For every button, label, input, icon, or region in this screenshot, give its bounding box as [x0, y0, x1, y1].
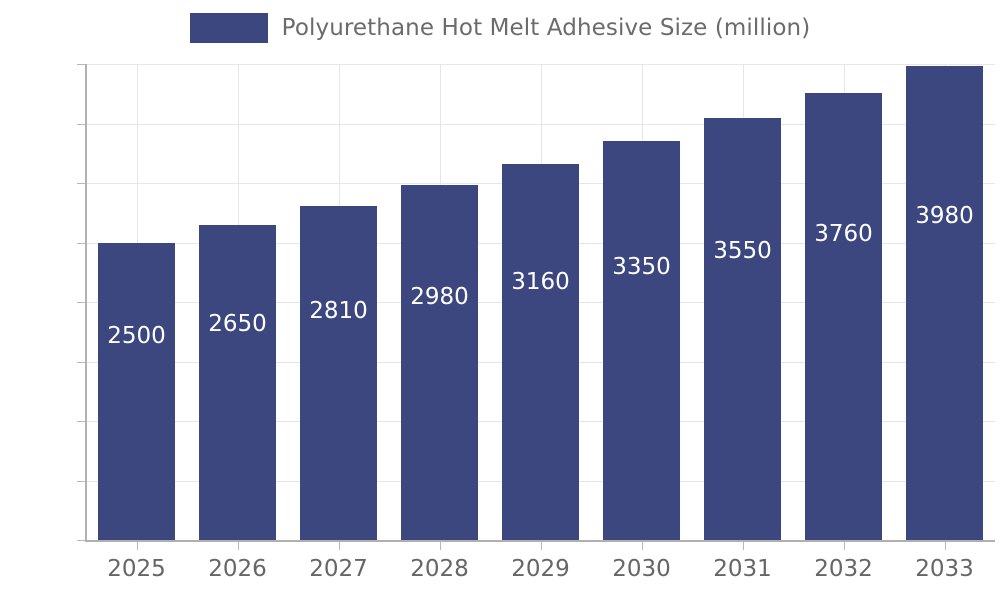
- x-tick-label: 2026: [208, 556, 267, 582]
- y-tick-mark: [77, 421, 86, 422]
- bar[interactable]: [502, 163, 579, 540]
- x-tick-mark: [339, 541, 340, 550]
- x-tick-label: 2027: [309, 556, 368, 582]
- x-tick-mark: [743, 541, 744, 550]
- x-tick-mark: [440, 541, 441, 550]
- bar[interactable]: [603, 141, 680, 540]
- x-tick-label: 2032: [814, 556, 873, 582]
- y-tick-mark: [77, 361, 86, 363]
- gridline-horizontal: [86, 123, 995, 125]
- y-tick-mark: [77, 183, 86, 184]
- bar[interactable]: [98, 242, 175, 540]
- gridline-horizontal: [86, 64, 995, 65]
- x-tick-mark: [945, 541, 946, 550]
- y-tick-mark: [77, 123, 86, 125]
- x-tick-label: 2031: [713, 556, 772, 582]
- x-tick-mark: [238, 541, 239, 550]
- bar[interactable]: [805, 92, 882, 540]
- plot-area: 05001000150020002500300035004000 2025202…: [77, 64, 995, 582]
- x-tick-label: 2030: [612, 556, 671, 582]
- x-tick-label: 2029: [511, 556, 570, 582]
- y-tick-mark: [77, 64, 86, 65]
- x-tick-mark: [844, 541, 845, 550]
- chart-legend: Polyurethane Hot Melt Adhesive Size (mil…: [0, 8, 1000, 48]
- bar[interactable]: [401, 185, 478, 540]
- x-tick-label: 2025: [107, 556, 166, 582]
- y-tick-mark: [77, 302, 86, 303]
- x-tick-mark: [642, 541, 643, 550]
- y-tick-mark: [77, 480, 86, 482]
- legend-label-polyurethane: Polyurethane Hot Melt Adhesive Size (mil…: [281, 15, 811, 41]
- x-axis-spine: [85, 540, 995, 542]
- y-axis-spine: [85, 64, 87, 540]
- legend-swatch-polyurethane: [189, 13, 268, 43]
- x-tick-label: 2028: [410, 556, 469, 582]
- bar[interactable]: [704, 117, 781, 540]
- bar[interactable]: [906, 66, 983, 540]
- bar[interactable]: [199, 224, 276, 540]
- bar[interactable]: [300, 205, 377, 540]
- x-tick-mark: [137, 541, 138, 550]
- x-tick-label: 2033: [915, 556, 974, 582]
- y-tick-mark: [77, 540, 86, 541]
- x-tick-mark: [541, 541, 542, 550]
- y-tick-mark: [77, 242, 86, 244]
